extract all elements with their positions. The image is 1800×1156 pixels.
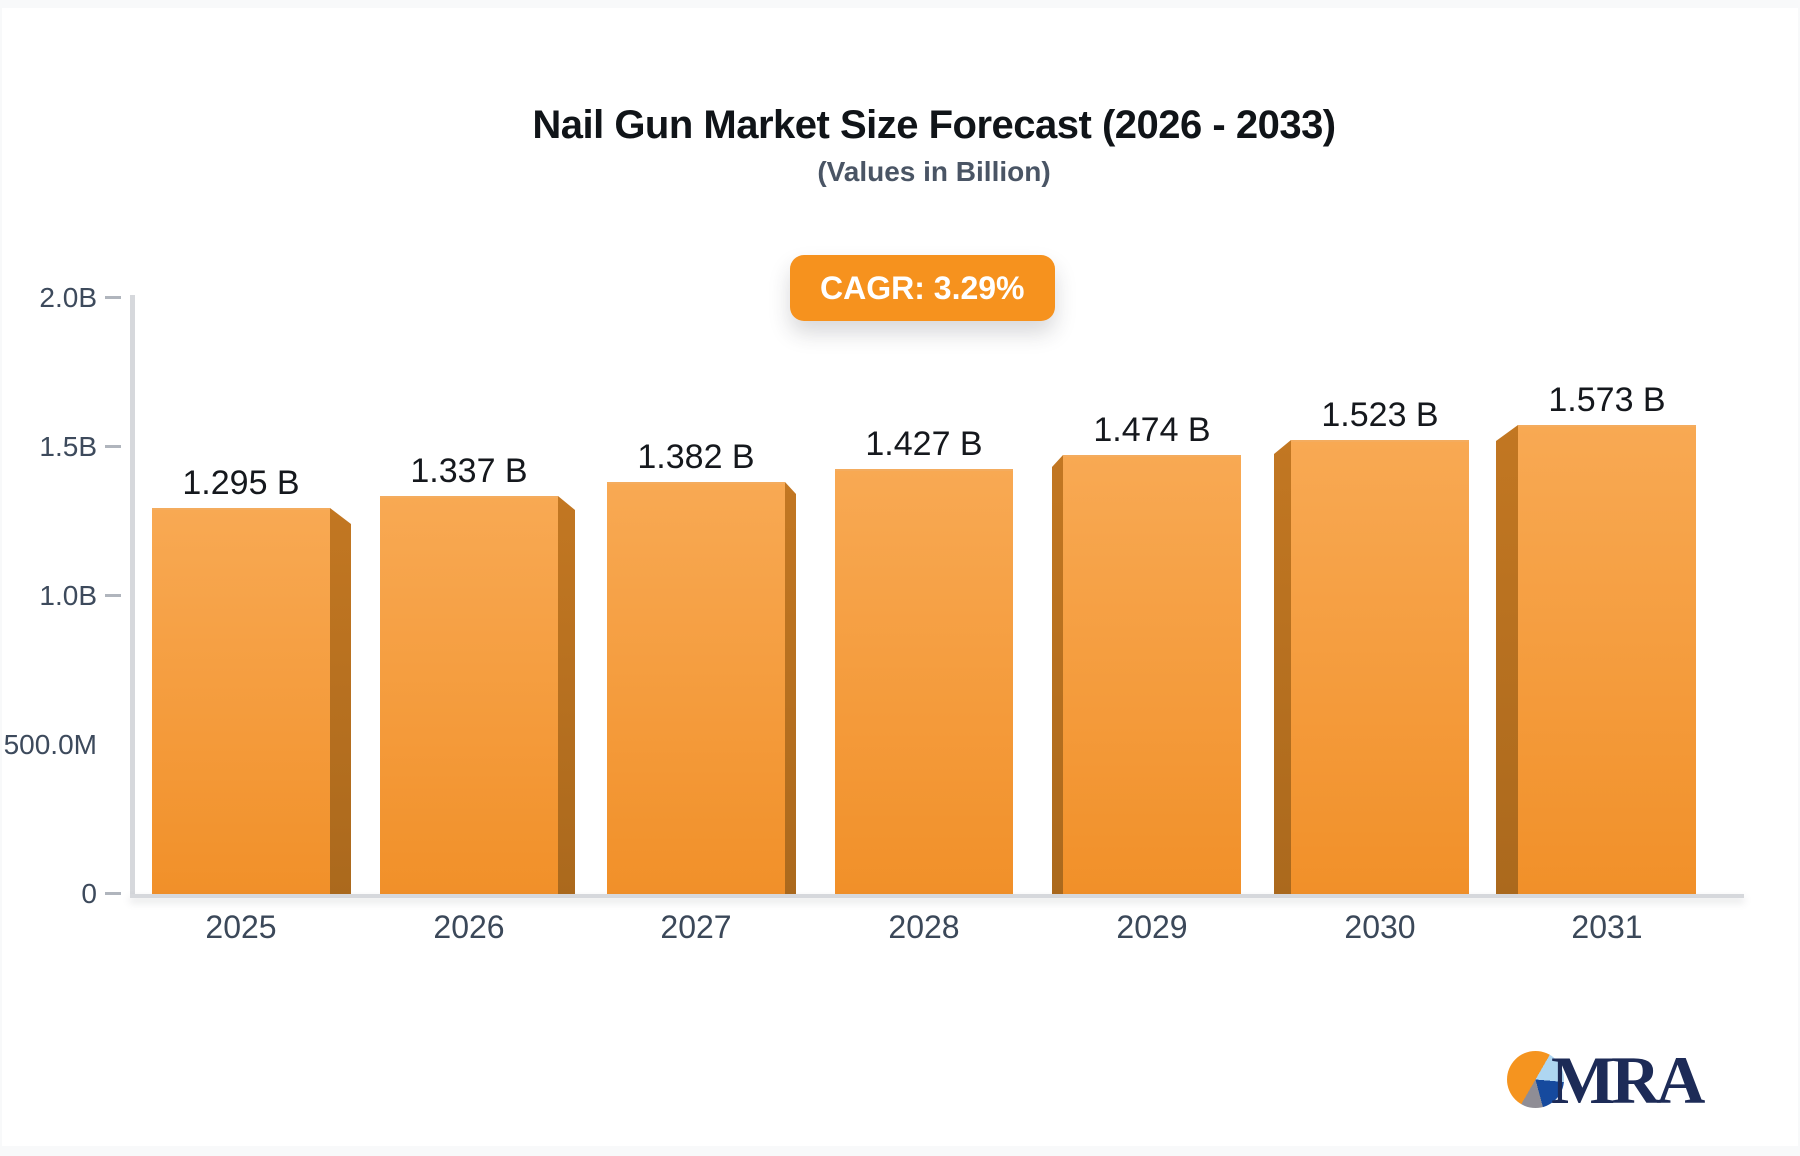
- logo-text: MRA: [1551, 1042, 1705, 1118]
- bar-2027: [607, 482, 785, 894]
- chart-subtitle: (Values in Billion): [817, 156, 1051, 187]
- bar-2030: [1291, 440, 1469, 894]
- y-tick-label: 500.0M: [3, 729, 97, 760]
- chart-header: Nail Gun Market Size Forecast (2026 - 20…: [132, 102, 1736, 188]
- logo-pie-icon: [1507, 1051, 1564, 1108]
- y-tick-dash: [105, 594, 121, 597]
- x-axis-label: 2027: [660, 909, 732, 945]
- y-tick-label: 0: [81, 878, 97, 909]
- bar-2025: [152, 508, 330, 894]
- y-tick-dash: [105, 445, 121, 448]
- bar-side-face: [330, 508, 351, 894]
- bar-value-label: 1.573 B: [1548, 381, 1666, 419]
- y-tick-label: 1.0B: [39, 580, 97, 611]
- logo: MRA: [1507, 1038, 1767, 1118]
- bar-value-label: 1.295 B: [182, 464, 300, 502]
- y-axis-line: [130, 295, 135, 898]
- bar-2026: [380, 496, 558, 894]
- plot-area: 2.0B 1.5B 1.0B 500.0M 0 1.295 B 2025 1.337 B 202…: [2, 8, 1800, 1156]
- x-axis-label: 2030: [1344, 909, 1416, 945]
- bar-value-label: 1.427 B: [865, 425, 983, 463]
- bar-2031: [1518, 425, 1696, 894]
- y-tick-label: 2.0B: [39, 282, 97, 313]
- bar-2029: [1063, 455, 1241, 894]
- bar-value-label: 1.523 B: [1321, 396, 1439, 434]
- bar-side-face: [558, 496, 575, 894]
- bar-2028: [835, 469, 1013, 894]
- x-axis-label: 2031: [1571, 909, 1643, 945]
- cagr-badge: CAGR: 3.29%: [790, 255, 1055, 321]
- bar-value-label: 1.474 B: [1093, 411, 1211, 449]
- x-axis-line: [130, 894, 1744, 898]
- bar-value-label: 1.382 B: [637, 438, 755, 476]
- x-axis-label: 2028: [888, 909, 960, 945]
- y-tick-dash: [105, 892, 121, 895]
- bar-side-face: [1052, 455, 1063, 894]
- bar-side-face: [785, 482, 796, 894]
- x-axis-label: 2026: [433, 909, 505, 945]
- chart-card: Nail Gun Market Size Forecast (2026 - 20…: [2, 8, 1798, 1146]
- bar-value-label: 1.337 B: [410, 452, 528, 490]
- y-tick-dash: [105, 296, 121, 299]
- bar-side-face: [1274, 440, 1291, 894]
- chart-title: Nail Gun Market Size Forecast (2026 - 20…: [532, 103, 1336, 147]
- x-axis-label: 2025: [205, 909, 277, 945]
- y-tick-label: 1.5B: [39, 431, 97, 462]
- x-axis-label: 2029: [1116, 909, 1188, 945]
- bar-side-face: [1496, 425, 1518, 894]
